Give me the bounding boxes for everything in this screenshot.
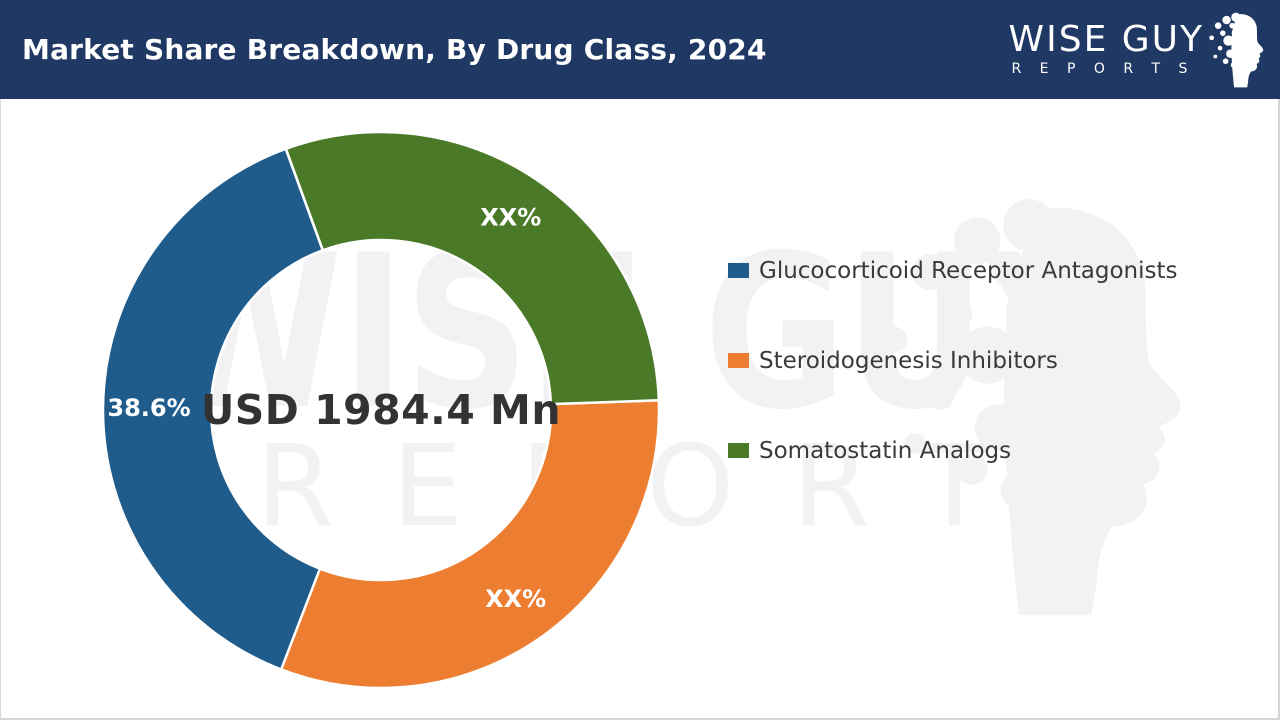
chart-area: WISE GUY REPORTS 38.6% XX% XX% USD 1984.4 …	[0, 99, 1280, 720]
legend-label: Glucocorticoid Receptor Antagonists	[759, 257, 1178, 284]
page-title: Market Share Breakdown, By Drug Class, 2…	[22, 33, 767, 66]
chart-center-value: USD 1984.4 Mn	[200, 386, 562, 434]
segment-value-label: XX%	[485, 585, 546, 613]
legend-swatch	[728, 263, 749, 278]
dotted-face-icon	[1209, 12, 1264, 87]
brand-logo-text: WISE GUY R E P O R T S	[1008, 19, 1205, 78]
legend-swatch	[728, 353, 749, 368]
chart-legend: Glucocorticoid Receptor Antagonists Stero…	[728, 256, 1178, 465]
donut-chart: 38.6% XX% XX%	[101, 130, 661, 690]
legend-label: Somatostatin Analogs	[759, 437, 1012, 464]
chart-segment-2	[279, 399, 661, 690]
chart-segment-1	[101, 147, 324, 671]
legend-swatch	[728, 443, 749, 458]
chart-segment-3	[284, 130, 661, 406]
legend-item-3: Somatostatin Analogs	[728, 436, 1178, 465]
brand-subtitle: R E P O R T S	[1011, 61, 1195, 77]
segment-value-label: 38.6%	[107, 394, 190, 422]
brand-name: WISE GUY	[1008, 19, 1204, 60]
segment-value-label: XX%	[480, 204, 541, 232]
legend-item-2: Steroidogenesis Inhibitors	[728, 346, 1178, 375]
header-bar: Market Share Breakdown, By Drug Class, 2…	[0, 0, 1280, 99]
legend-label: Steroidogenesis Inhibitors	[759, 347, 1058, 374]
legend-item-1: Glucocorticoid Receptor Antagonists	[728, 256, 1178, 285]
brand-logo: WISE GUY R E P O R T S	[1009, 11, 1265, 89]
